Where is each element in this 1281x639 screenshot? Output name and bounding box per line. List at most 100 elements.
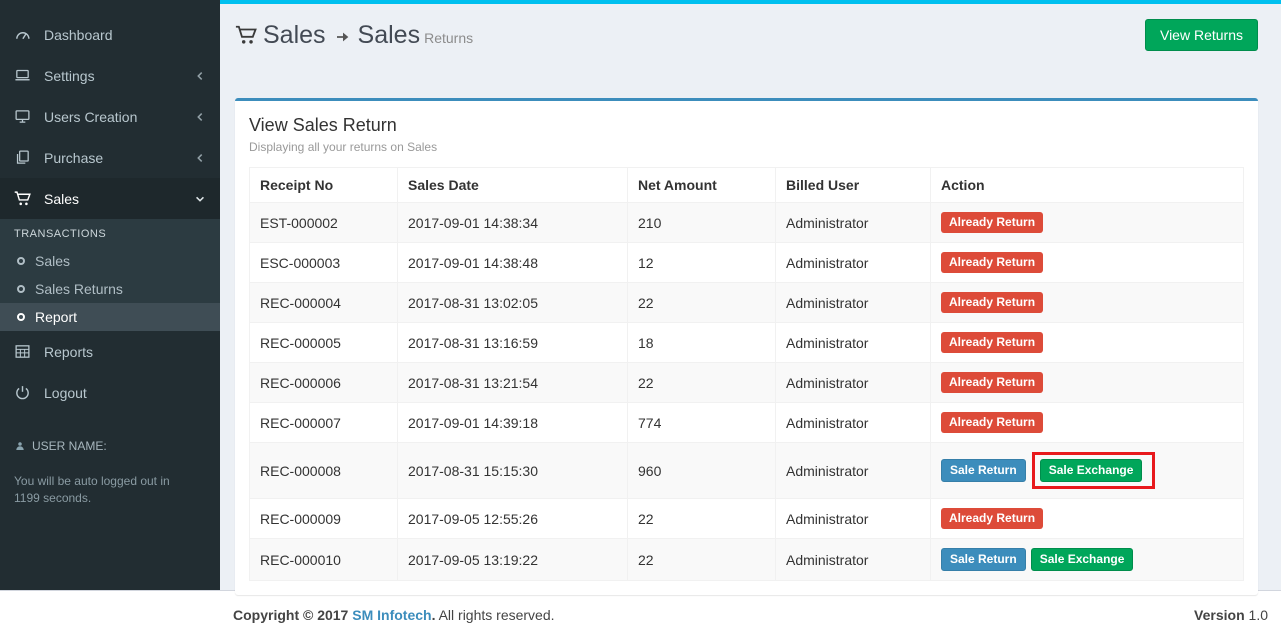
receipt-cell: REC-000006 xyxy=(249,362,398,403)
sidebar-item-label: Purchase xyxy=(44,149,104,166)
date-cell: 2017-09-01 14:38:48 xyxy=(397,242,628,283)
sidebar-item-label: Logout xyxy=(44,384,87,401)
column-header-sales-date: Sales Date xyxy=(397,167,628,203)
action-cell: Already Return xyxy=(930,322,1244,363)
sidebar-subitem-label: Sales Returns xyxy=(35,281,123,297)
sales-returns-table: Receipt No Sales Date Net Amount Billed … xyxy=(249,167,1244,581)
receipt-cell: REC-000005 xyxy=(249,322,398,363)
action-cell: Already Return xyxy=(930,362,1244,403)
purchase-icon xyxy=(14,149,36,166)
column-header-billed-user: Billed User xyxy=(775,167,931,203)
column-header-net-amount: Net Amount xyxy=(627,167,776,203)
version-text: Version 1.0 xyxy=(1194,607,1268,623)
card-title: View Sales Return xyxy=(249,115,397,135)
date-cell: 2017-09-05 12:55:26 xyxy=(397,498,628,539)
sale-exchange-button[interactable]: Sale Exchange xyxy=(1039,459,1143,482)
sale-return-button[interactable]: Sale Return xyxy=(941,459,1026,483)
action-cell: Already Return xyxy=(930,282,1244,323)
amount-cell: 18 xyxy=(627,322,776,363)
sidebar-item-label: Reports xyxy=(44,343,94,360)
table-row: REC-000004 2017-08-31 13:02:05 22 Administr… xyxy=(249,282,1244,323)
date-cell: 2017-08-31 15:15:30 xyxy=(397,442,628,499)
date-cell: 2017-08-31 13:21:54 xyxy=(397,362,628,403)
receipt-cell: REC-000010 xyxy=(249,538,398,581)
user-panel: USER NAME: You will be auto logged out i… xyxy=(0,425,220,522)
sale-return-button[interactable]: Sale Return xyxy=(941,548,1026,571)
copyright-prefix: Copyright © 2017 xyxy=(233,607,353,623)
app-root: Dashboard Settings Users Creation xyxy=(0,0,1281,595)
breadcrumb: Sales Sales Returns xyxy=(235,18,1258,53)
already-return-badge: Already Return xyxy=(941,372,1044,393)
amount-cell: 22 xyxy=(627,538,776,581)
table-row: REC-000006 2017-08-31 13:21:54 22 Administr… xyxy=(249,362,1244,403)
brand-link[interactable]: SM Infotech xyxy=(352,607,432,623)
version-number: 1.0 xyxy=(1248,607,1268,623)
cart-icon xyxy=(235,21,257,53)
table-header-row: Receipt No Sales Date Net Amount Billed … xyxy=(249,167,1244,203)
user-cell: Administrator xyxy=(775,498,931,539)
chevron-left-icon xyxy=(194,70,206,82)
chevron-left-icon xyxy=(194,152,206,164)
power-icon xyxy=(14,384,36,401)
action-cell: Already Return xyxy=(930,402,1244,443)
receipt-cell: REC-000009 xyxy=(249,498,398,539)
sidebar-item-sales[interactable]: Sales xyxy=(0,178,220,219)
column-header-receipt-no: Receipt No xyxy=(249,167,398,203)
user-cell: Administrator xyxy=(775,322,931,363)
action-cell: Already Return xyxy=(930,202,1244,243)
sidebar-item-label: Dashboard xyxy=(44,26,113,43)
sidebar-item-label: Settings xyxy=(44,67,95,84)
transactions-section-label: TRANSACTIONS xyxy=(14,228,107,240)
user-name-label-row: USER NAME: xyxy=(14,439,206,453)
cart-icon xyxy=(14,190,36,207)
settings-icon xyxy=(14,67,36,84)
annotation-highlight-box: Sale Exchange xyxy=(1031,452,1156,489)
date-cell: 2017-09-01 14:39:18 xyxy=(397,402,628,443)
table-row: EST-000002 2017-09-01 14:38:34 210 Administ… xyxy=(249,202,1244,243)
sidebar-subitem-label: Sales xyxy=(35,253,71,269)
sidebar-subitem-sales[interactable]: Sales xyxy=(0,247,220,275)
table-row: REC-000008 2017-08-31 15:15:30 960 Administ… xyxy=(249,442,1244,499)
date-cell: 2017-09-05 13:19:22 xyxy=(397,538,628,581)
sidebar-subitem-sales-returns[interactable]: Sales Returns xyxy=(0,275,220,303)
table-row: REC-000009 2017-09-05 12:55:26 22 Administr… xyxy=(249,498,1244,539)
sidebar-item-label: Sales xyxy=(44,190,80,207)
action-cell: Sale Return Sale Exchange xyxy=(930,442,1244,499)
sale-exchange-button[interactable]: Sale Exchange xyxy=(1030,548,1134,571)
table-row: ESC-000003 2017-09-01 14:38:48 12 Administr… xyxy=(249,242,1244,283)
view-returns-button[interactable]: View Returns xyxy=(1144,19,1258,51)
date-cell: 2017-09-01 14:38:34 xyxy=(397,202,628,243)
receipt-cell: EST-000002 xyxy=(249,202,398,243)
already-return-badge: Already Return xyxy=(941,332,1044,353)
sales-returns-table-body: EST-000002 2017-09-01 14:38:34 210 Administ… xyxy=(249,202,1244,581)
card-subtitle: Displaying all your returns on Sales xyxy=(249,140,438,154)
user-cell: Administrator xyxy=(775,202,931,243)
already-return-badge: Already Return xyxy=(941,412,1044,433)
receipt-cell: REC-000008 xyxy=(249,442,398,499)
table-row: REC-000007 2017-09-01 14:39:18 774 Administ… xyxy=(249,402,1244,443)
sidebar-item-dashboard[interactable]: Dashboard xyxy=(0,14,220,55)
user-name-label: USER NAME: xyxy=(32,439,107,453)
action-cell: Sale Return Sale Exchange xyxy=(930,538,1244,581)
sidebar-item-logout[interactable]: Logout xyxy=(0,372,220,413)
circle-icon xyxy=(17,257,25,265)
breadcrumb-primary: Sales xyxy=(263,21,326,49)
sidebar-item-users-creation[interactable]: Users Creation xyxy=(0,96,220,137)
sidebar-item-purchase[interactable]: Purchase xyxy=(0,137,220,178)
receipt-cell: REC-000004 xyxy=(249,282,398,323)
user-cell: Administrator xyxy=(775,538,931,581)
breadcrumb-secondary: Sales xyxy=(357,21,421,49)
sidebar-item-reports[interactable]: Reports xyxy=(0,331,220,372)
table-icon xyxy=(14,343,36,360)
action-cell: Already Return xyxy=(930,242,1244,283)
breadcrumb-arrow-icon xyxy=(335,20,351,52)
sidebar-subitem-report[interactable]: Report xyxy=(0,303,220,331)
sales-submenu: TRANSACTIONS Sales Sales Returns Report xyxy=(0,219,220,331)
rights-text: All rights reserved. xyxy=(435,607,555,623)
user-cell: Administrator xyxy=(775,242,931,283)
sidebar-item-settings[interactable]: Settings xyxy=(0,55,220,96)
dashboard-icon xyxy=(14,26,36,43)
footer: Copyright © 2017 SM Infotech. All rights… xyxy=(0,590,1281,639)
amount-cell: 774 xyxy=(627,402,776,443)
breadcrumb-tertiary: Returns xyxy=(424,30,474,46)
